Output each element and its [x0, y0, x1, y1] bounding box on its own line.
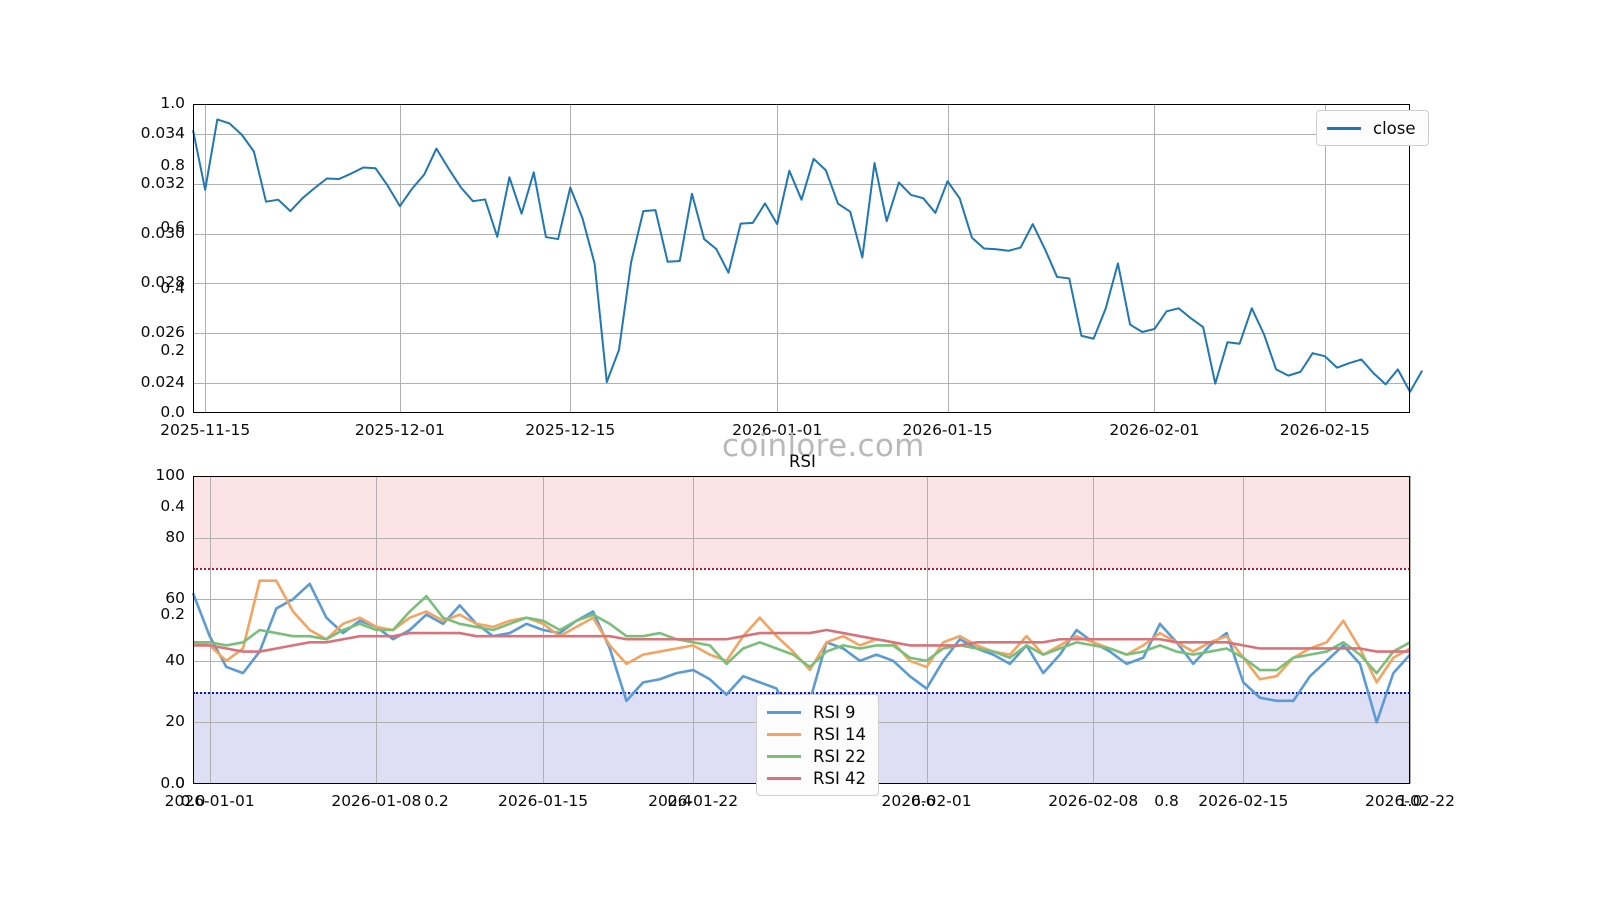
rsi-gridline-v-0	[209, 476, 211, 784]
price-x-tick-1: 2025-12-01	[354, 421, 445, 439]
rsi-oversold-line	[193, 691, 1410, 694]
rsi-x-overlay-tick-4: 0.8	[1154, 792, 1179, 810]
price-x-tick-6: 2026-02-15	[1279, 421, 1370, 439]
rsi-x-tick-6: 2026-02-15	[1198, 792, 1289, 810]
price-gridline-h-0	[193, 133, 1410, 135]
price-y-tick-2: 0.030	[140, 223, 185, 242]
rsi-x-overlay-tick-0: 0.0	[180, 792, 206, 810]
price-gridline-v-3	[777, 104, 779, 413]
rsi-x-tick-5: 2026-02-08	[1048, 792, 1139, 810]
rsi-x-tick-7: 2026-02-22	[1364, 792, 1456, 810]
price-y-overlay-tick-0: 1.0	[160, 94, 185, 112]
legend-label: RSI 42	[813, 768, 867, 788]
price-y-tick-0: 0.034	[140, 123, 185, 142]
rsi-y-tick-4: 80	[165, 527, 185, 546]
price-y-overlay-tick-4: 0.2	[160, 341, 185, 360]
rsi-overbought-line	[193, 568, 1410, 571]
price-x-tick-4: 2026-01-15	[902, 421, 993, 439]
rsi-x-tick-1: 2026-01-08	[331, 792, 422, 810]
price-x-tick-0: 2025-11-15	[160, 421, 251, 439]
price-legend[interactable]: close	[1316, 110, 1429, 146]
legend-label: RSI 22	[813, 746, 867, 766]
rsi-y-tick-3: 60	[165, 589, 185, 608]
legend-row: RSI 9	[767, 701, 866, 723]
price-gridline-v-0	[205, 104, 207, 413]
price-x-tick-3: 2026-01-01	[732, 421, 823, 439]
legend-label: RSI 9	[813, 702, 856, 722]
price-gridline-h-4	[193, 333, 1410, 335]
rsi-y-overlay-tick-2: 0.0	[160, 774, 185, 792]
rsi-x-overlay-tick-5: 1.0	[1397, 792, 1423, 810]
price-close-line	[192, 118, 1424, 393]
rsi-x-tick-0: 2026-01-01	[164, 792, 255, 810]
price-gridline-v-5	[1154, 104, 1156, 413]
price-gridline-h-2	[193, 233, 1410, 235]
price-gridline-h-3	[193, 283, 1410, 285]
rsi-x-tick-3: 2026-01-22	[648, 792, 739, 810]
rsi-gridline-v-4	[926, 476, 928, 784]
price-gridline-v-6	[1324, 104, 1326, 413]
rsi-x-overlay-tick-2: 0.4	[667, 792, 693, 810]
rsi-y-tick-2: 40	[165, 650, 185, 669]
price-gridline-v-4	[947, 104, 949, 413]
price-gridline-h-1	[193, 183, 1410, 185]
price-y-tick-5: 0.024	[140, 373, 185, 392]
price-y-overlay-tick-2: 0.6	[160, 217, 185, 236]
rsi-line-rsi-42	[193, 628, 1410, 653]
price-y-tick-3: 0.028	[140, 273, 185, 292]
rsi-line-rsi-22	[193, 594, 1411, 675]
rsi-y-tick-1: 20	[165, 712, 185, 731]
legend-row: RSI 14	[767, 723, 866, 745]
rsi-x-tick-2: 2026-01-15	[498, 792, 589, 810]
price-y-overlay-tick-3: 0.4	[160, 279, 185, 298]
rsi-gridline-v-6	[1243, 476, 1245, 784]
price-y-overlay-tick-1: 0.8	[160, 155, 185, 174]
rsi-gridline-v-7	[1410, 476, 1411, 784]
legend-swatch-rsi-22	[767, 754, 801, 758]
legend-row: RSI 42	[767, 767, 866, 789]
rsi-y-overlay-tick-1: 0.2	[160, 604, 185, 623]
rsi-x-tick-4: 2026-02-01	[881, 792, 972, 810]
legend-label: close	[1373, 118, 1416, 138]
legend-swatch-rsi-42	[767, 776, 801, 780]
rsi-gridline-h-3	[193, 599, 1410, 601]
price-axes-frame	[193, 104, 1410, 413]
price-y-tick-1: 0.032	[140, 173, 185, 192]
watermark-coinlore: coinlore.com	[722, 428, 925, 464]
rsi-y-tick-0: 0	[175, 774, 185, 792]
rsi-gridline-v-3	[693, 476, 695, 784]
legend-swatch-rsi-14	[767, 732, 801, 736]
rsi-panel-title: RSI	[789, 452, 816, 471]
rsi-y-tick-5: 100	[155, 466, 185, 484]
legend-swatch-close	[1327, 126, 1361, 130]
price-y-overlay-tick-5: 0.0	[160, 403, 185, 421]
legend-row: RSI 22	[767, 745, 866, 767]
rsi-gridline-h-4	[193, 537, 1410, 539]
price-line-plot	[192, 118, 1424, 393]
price-gridline-v-2	[570, 104, 572, 413]
rsi-overbought-band	[193, 476, 1410, 569]
legend-swatch-rsi-9	[767, 710, 801, 714]
rsi-gridline-v-5	[1093, 476, 1095, 784]
price-y-tick-4: 0.026	[140, 323, 185, 342]
legend-row: close	[1327, 117, 1416, 139]
price-x-tick-2: 2025-12-15	[525, 421, 616, 439]
rsi-x-overlay-tick-1: 0.2	[424, 792, 449, 810]
price-x-tick-5: 2026-02-01	[1109, 421, 1200, 439]
legend-label: RSI 14	[813, 724, 867, 744]
price-chart-axes	[192, 104, 1424, 413]
price-gridline-v-1	[399, 104, 401, 413]
rsi-legend[interactable]: RSI 9 RSI 14 RSI 22 RSI 42	[756, 694, 880, 796]
rsi-y-overlay-tick-0: 0.4	[160, 496, 185, 515]
rsi-x-overlay-tick-3: 0.6	[910, 792, 936, 810]
price-gridline-h-5	[193, 383, 1410, 385]
